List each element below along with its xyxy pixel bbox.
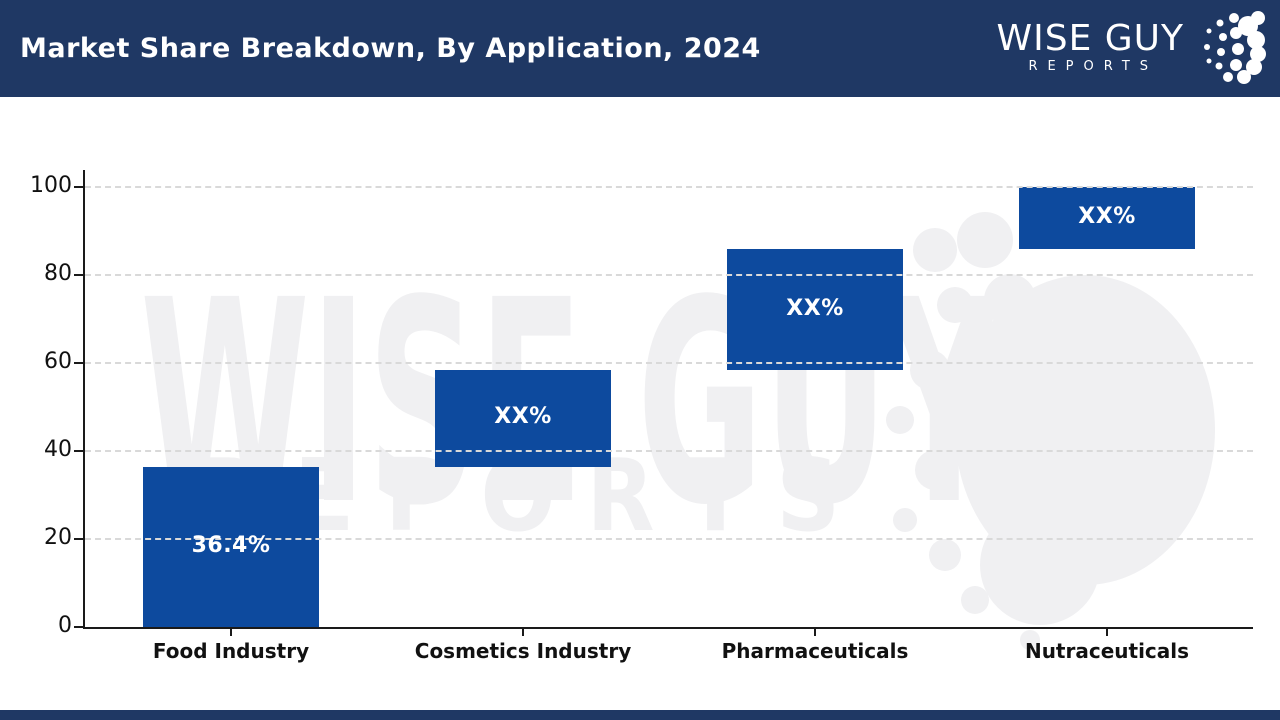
y-tick-mark: [74, 362, 83, 364]
x-tick-mark: [230, 629, 232, 636]
y-tick-label: 40: [44, 437, 72, 462]
logo-wordmark-line2: REPORTS: [1028, 58, 1159, 74]
logo-head-icon: [1204, 11, 1266, 84]
gridline: [85, 274, 1253, 276]
logo-wordmark: WISE GUY REPORTS: [997, 20, 1185, 74]
chart-title: Market Share Breakdown, By Application, …: [20, 33, 761, 64]
gridline: [85, 362, 1253, 364]
y-tick-mark: [74, 186, 83, 188]
y-tick-label: 80: [44, 261, 72, 286]
footer-bar: [0, 710, 1280, 720]
category-label-cosmetics-industry: Cosmetics Industry: [414, 639, 632, 663]
gridline: [85, 186, 1253, 188]
x-axis-line: [83, 627, 1253, 629]
category-label-pharmaceuticals: Pharmaceuticals: [721, 639, 909, 663]
gridline: [85, 538, 1253, 540]
bar-pharmaceuticals: [727, 249, 903, 371]
x-tick-mark: [522, 629, 524, 636]
header-bar: Market Share Breakdown, By Application, …: [0, 0, 1280, 97]
bar-value-label: 36.4%: [191, 532, 271, 558]
bar-value-label: XX%: [786, 295, 844, 321]
bar-value-label: XX%: [1078, 204, 1136, 230]
y-tick-label: 20: [44, 525, 72, 550]
chart-area: WISE GUY R E P O R T S 0 20 40 60 80 100 36.4%…: [0, 97, 1280, 710]
y-tick-label: 0: [58, 613, 72, 638]
bar-value-label: XX%: [494, 404, 552, 430]
category-label-food-industry: Food Industry: [152, 639, 310, 663]
bar-food-industry: [143, 466, 319, 627]
y-tick-label: 60: [44, 349, 72, 374]
wiseguy-logo: WISE GUY REPORTS: [997, 6, 1269, 88]
gridline: [85, 450, 1253, 452]
y-tick-mark: [74, 626, 83, 628]
category-label-nutraceuticals: Nutraceuticals: [1024, 639, 1190, 663]
y-axis-line: [83, 170, 85, 629]
logo-wordmark-line1: WISE GUY: [996, 18, 1184, 60]
y-tick-label: 100: [30, 173, 72, 198]
bar-nutraceuticals: [1019, 187, 1195, 250]
y-tick-mark: [74, 538, 83, 540]
y-tick-mark: [74, 450, 83, 452]
y-tick-mark: [74, 274, 83, 276]
x-tick-mark: [1106, 629, 1108, 636]
x-tick-mark: [814, 629, 816, 636]
